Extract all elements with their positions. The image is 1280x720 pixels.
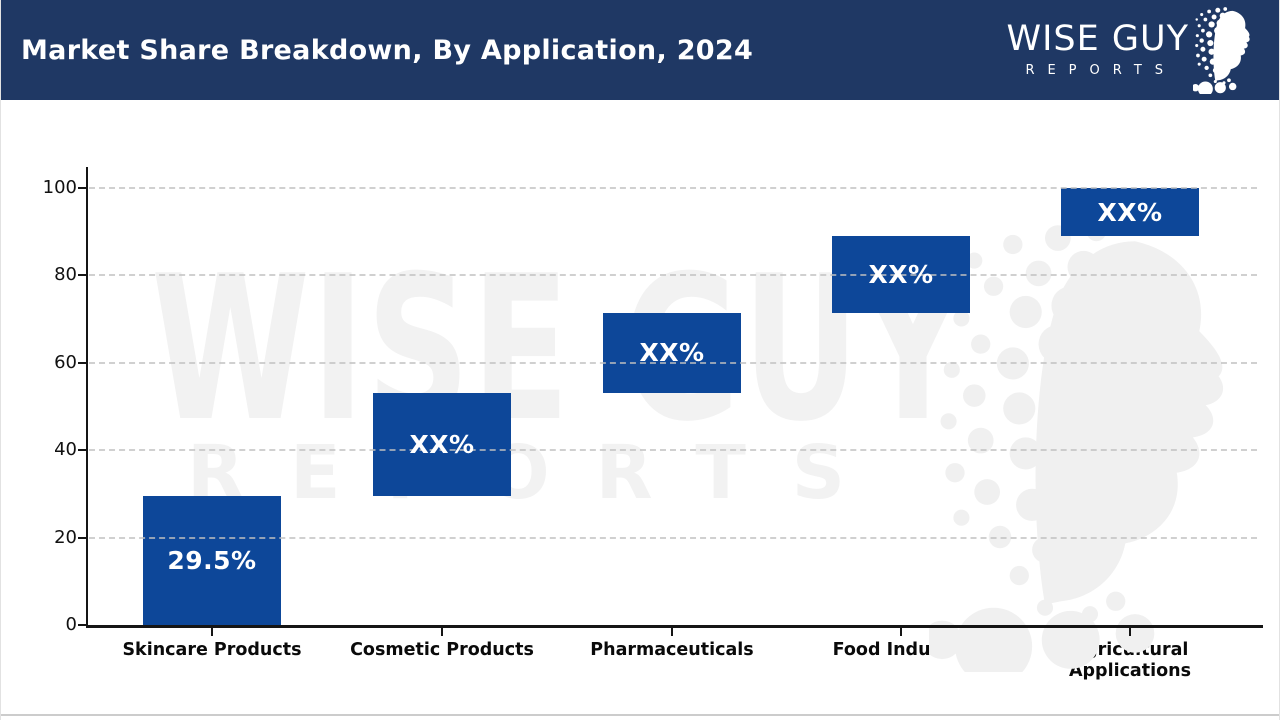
gridline [89, 187, 1257, 189]
gridline [89, 536, 1257, 539]
y-tick-label: 40 [54, 439, 77, 461]
bar-value-label: XX% [639, 338, 705, 368]
logo-text: WISE GUY REPORTS [1006, 19, 1189, 79]
waterfall-bar [832, 236, 970, 313]
watermark-wordmark: WISE GUY [151, 233, 967, 466]
x-axis-label: Skincare Products [122, 640, 302, 660]
y-tick-label: 20 [54, 526, 77, 548]
y-tick-mark [78, 536, 87, 539]
bar-value-label: 29.5% [167, 546, 257, 576]
bar-value-label: XX% [409, 430, 475, 460]
waterfall-bar [1061, 188, 1199, 237]
bottom-border-line [1, 714, 1279, 716]
bar-value-label: XX% [1097, 197, 1163, 227]
logo-head-icon [1193, 6, 1250, 94]
bar-value-label: XX% [868, 259, 934, 289]
logo-subtext: REPORTS [1025, 63, 1177, 78]
chart-title: Market Share Breakdown, By Application, … [21, 34, 754, 66]
x-axis-label: Pharmaceuticals [590, 640, 754, 660]
watermark-subtext: REPORTS [187, 430, 892, 516]
x-tick-mark [441, 628, 443, 636]
y-axis-spine [86, 167, 88, 627]
x-tick-mark [671, 628, 673, 636]
y-tick-mark [78, 361, 87, 364]
y-tick-label: 100 [42, 177, 77, 198]
y-tick-label: 0 [65, 614, 77, 635]
x-axis-spine [86, 625, 1263, 628]
y-tick-label: 60 [54, 351, 77, 373]
waterfall-bar [603, 312, 741, 394]
gridline [89, 449, 1257, 452]
waterfall-bar [143, 496, 281, 625]
logo-wordmark: WISE GUY [1006, 19, 1189, 59]
y-tick-mark [78, 624, 87, 626]
wise-guy-logo: WISE GUY REPORTS [1006, 6, 1255, 94]
x-tick-mark [900, 628, 902, 636]
x-tick-mark [1129, 628, 1131, 636]
waterfall-bar [373, 393, 511, 497]
gridline [89, 274, 1257, 277]
y-tick-mark [78, 449, 87, 452]
y-tick-mark [78, 187, 87, 189]
watermark-head-icon [929, 222, 1224, 672]
y-tick-mark [78, 274, 87, 277]
header-bar: Market Share Breakdown, By Application, … [1, 0, 1279, 100]
x-axis-label: Cosmetic Products [350, 640, 534, 660]
gridline [89, 361, 1257, 364]
y-tick-label: 80 [54, 264, 77, 286]
x-tick-mark [211, 628, 213, 636]
